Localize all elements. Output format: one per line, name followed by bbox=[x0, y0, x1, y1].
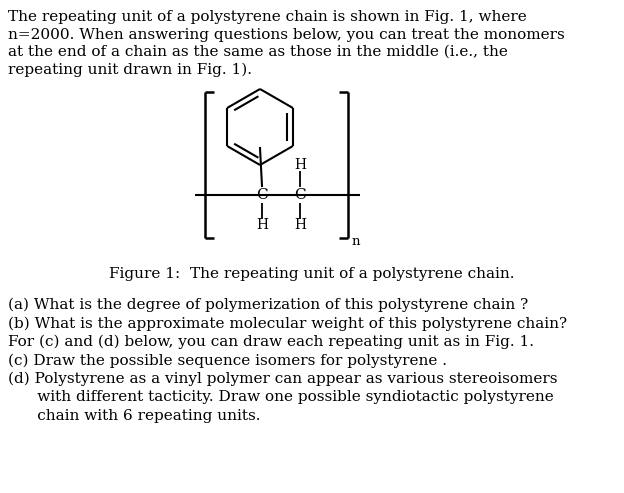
Text: repeating unit drawn in Fig. 1).: repeating unit drawn in Fig. 1). bbox=[8, 63, 252, 77]
Text: with different tacticity. Draw one possible syndiotactic polystyrene: with different tacticity. Draw one possi… bbox=[8, 390, 553, 404]
Text: C: C bbox=[294, 188, 306, 202]
Text: (b) What is the approximate molecular weight of this polystyrene chain?: (b) What is the approximate molecular we… bbox=[8, 317, 567, 331]
Text: Figure 1:  The repeating unit of a polystyrene chain.: Figure 1: The repeating unit of a polyst… bbox=[109, 267, 515, 281]
Text: The repeating unit of a polystyrene chain is shown in Fig. 1, where: The repeating unit of a polystyrene chai… bbox=[8, 10, 527, 24]
Text: C: C bbox=[256, 188, 268, 202]
Text: H: H bbox=[256, 218, 268, 232]
Text: (c) Draw the possible sequence isomers for polystyrene .: (c) Draw the possible sequence isomers f… bbox=[8, 353, 447, 368]
Text: H: H bbox=[294, 218, 306, 232]
Text: (a) What is the degree of polymerization of this polystyrene chain ?: (a) What is the degree of polymerization… bbox=[8, 298, 529, 313]
Text: For (c) and (d) below, you can draw each repeating unit as in Fig. 1.: For (c) and (d) below, you can draw each… bbox=[8, 335, 534, 350]
Text: H: H bbox=[294, 158, 306, 172]
Text: chain with 6 repeating units.: chain with 6 repeating units. bbox=[8, 409, 260, 423]
Text: (d) Polystyrene as a vinyl polymer can appear as various stereoisomers: (d) Polystyrene as a vinyl polymer can a… bbox=[8, 372, 557, 387]
Text: at the end of a chain as the same as those in the middle (i.e., the: at the end of a chain as the same as tho… bbox=[8, 45, 508, 59]
Text: n=2000. When answering questions below, you can treat the monomers: n=2000. When answering questions below, … bbox=[8, 28, 565, 41]
Text: n: n bbox=[352, 235, 361, 248]
